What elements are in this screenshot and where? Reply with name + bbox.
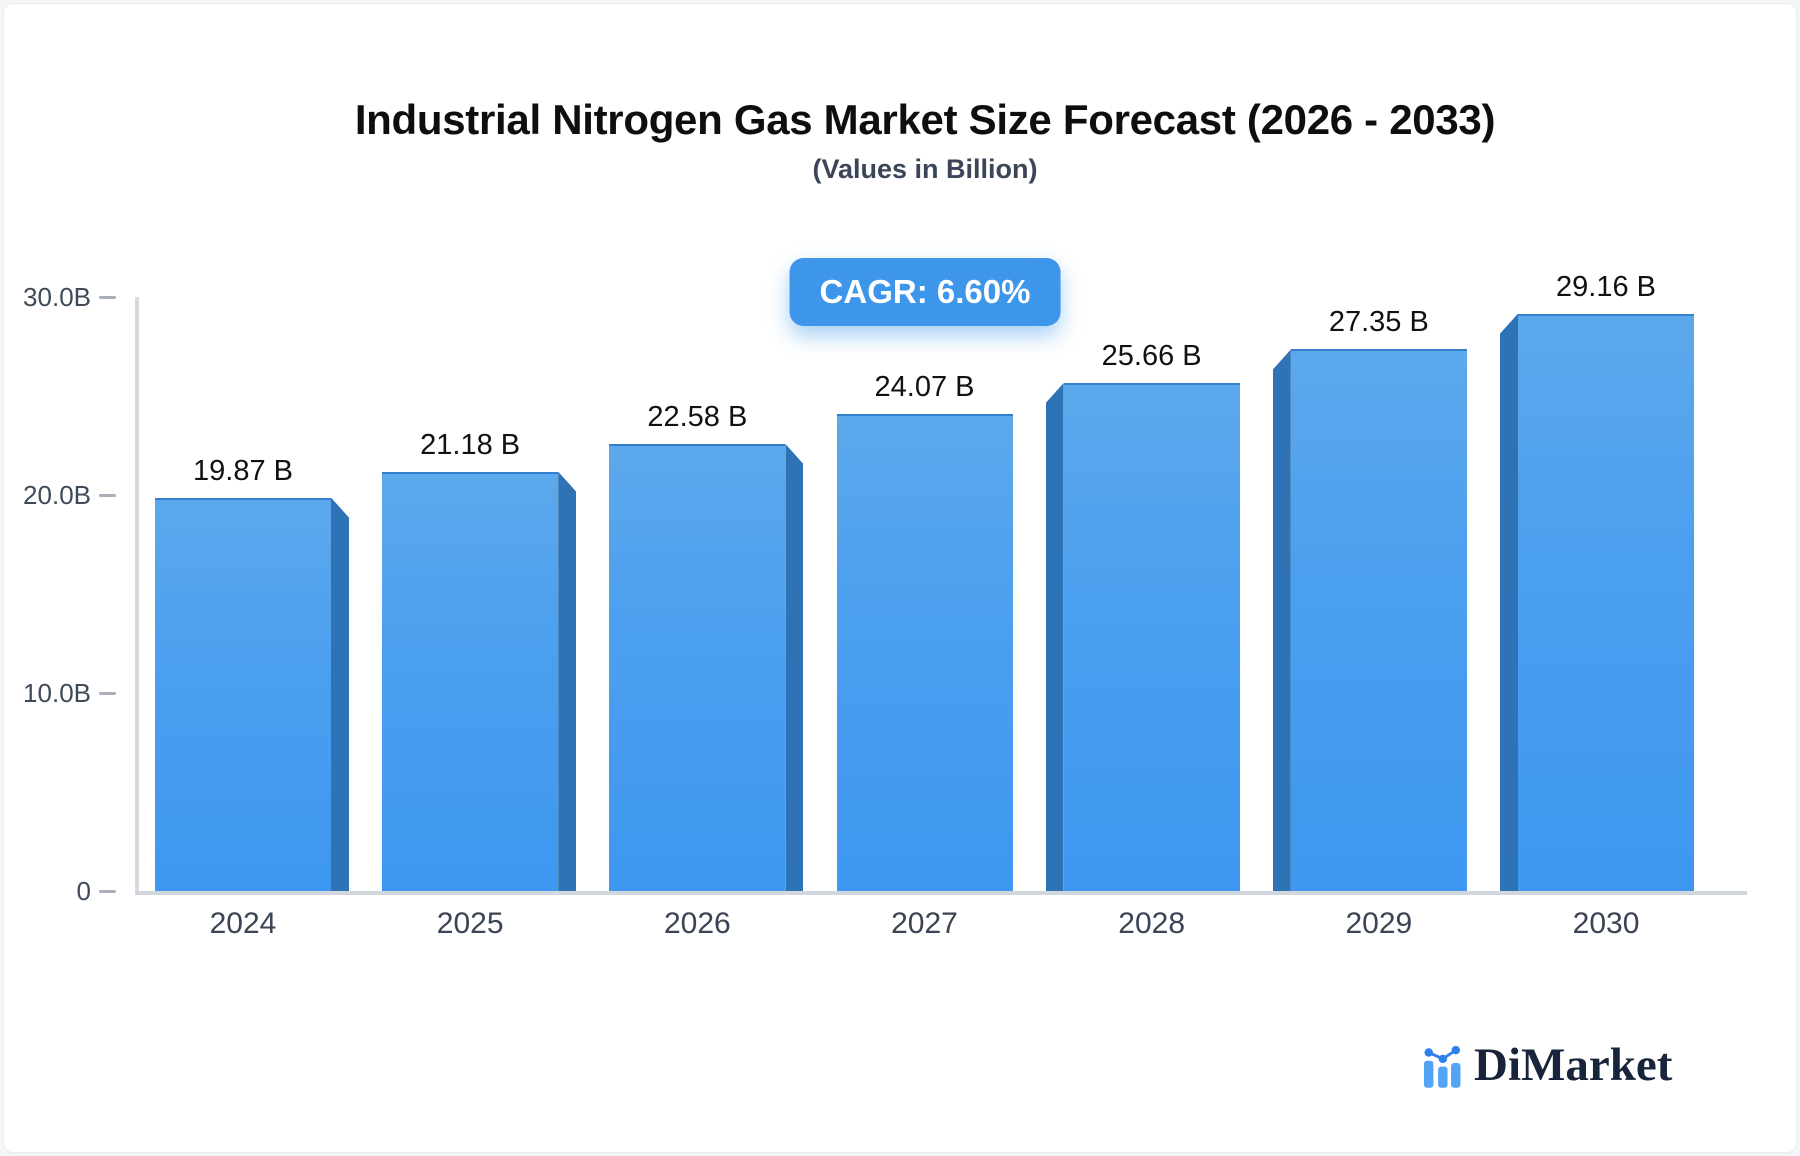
x-tick-label-2026: 2026 (663, 907, 731, 940)
bar-2027 (836, 414, 1013, 891)
bar-2028 (1045, 382, 1240, 891)
bar-value-label: 22.58 B (647, 400, 748, 433)
x-tick-label-2024: 2024 (209, 907, 277, 940)
bar-side-face (1045, 382, 1064, 891)
bar-value-label: 27.35 B (1328, 306, 1429, 339)
bar-face (609, 443, 786, 891)
plot-area: 30.0B 20.0B 10.0B 0 19.87 B 2024 21.18 B 2025 22… (23, 271, 1747, 940)
bar-2030 (1500, 313, 1695, 891)
chart-subtitle: (Values in Billion) (812, 154, 1038, 184)
bar-side-face (785, 443, 804, 891)
x-tick-label-2029: 2029 (1345, 907, 1413, 940)
chart-title: Industrial Nitrogen Gas Market Size Fore… (354, 96, 1496, 143)
y-tick-label: 20.0B (23, 480, 91, 510)
y-tick-dash (99, 691, 116, 695)
bar-2026 (609, 443, 804, 891)
bar-value-label: 24.07 B (874, 371, 975, 404)
x-tick-label-2028: 2028 (1118, 907, 1186, 940)
x-tick-label-2030: 2030 (1572, 907, 1640, 940)
bar-value-label: 19.87 B (193, 454, 293, 487)
chart-card: Industrial Nitrogen Gas Market Size Fore… (3, 3, 1797, 1153)
bar-line-chart-icon (1424, 1044, 1464, 1088)
y-axis-line (135, 297, 139, 891)
y-tick-dash (99, 889, 116, 893)
bar-face (382, 471, 559, 891)
y-tick-dash (99, 295, 116, 299)
bar-2029 (1272, 349, 1467, 891)
bar-face (155, 497, 331, 891)
y-tick-dash (99, 493, 116, 497)
bar-face (1518, 313, 1695, 891)
bar-side-face (558, 471, 577, 891)
brand-logo: DiMarket (1424, 1042, 1672, 1089)
bar-value-label: 29.16 B (1556, 270, 1656, 303)
cagr-badge: CAGR: 6.60% (789, 258, 1061, 326)
y-tick-label: 30.0B (23, 282, 91, 312)
bar-2025 (382, 471, 577, 891)
brand-logo-text: DiMarket (1474, 1039, 1673, 1091)
bar-side-face (1500, 313, 1519, 891)
y-tick-label: 10.0B (23, 678, 91, 708)
bar-face (1063, 382, 1240, 891)
x-tick-label-2025: 2025 (436, 907, 504, 940)
bar-face (836, 414, 1013, 891)
bar-value-label: 25.66 B (1101, 339, 1202, 372)
bar-side-face (1272, 349, 1291, 891)
bar-value-label: 21.18 B (420, 428, 521, 461)
bar-face (1290, 349, 1467, 891)
x-axis-line (135, 891, 1747, 895)
x-tick-label-2027: 2027 (891, 907, 958, 940)
y-tick-label: 0 (76, 876, 91, 906)
bar-side-face (331, 497, 349, 891)
bar-2024 (155, 497, 349, 891)
